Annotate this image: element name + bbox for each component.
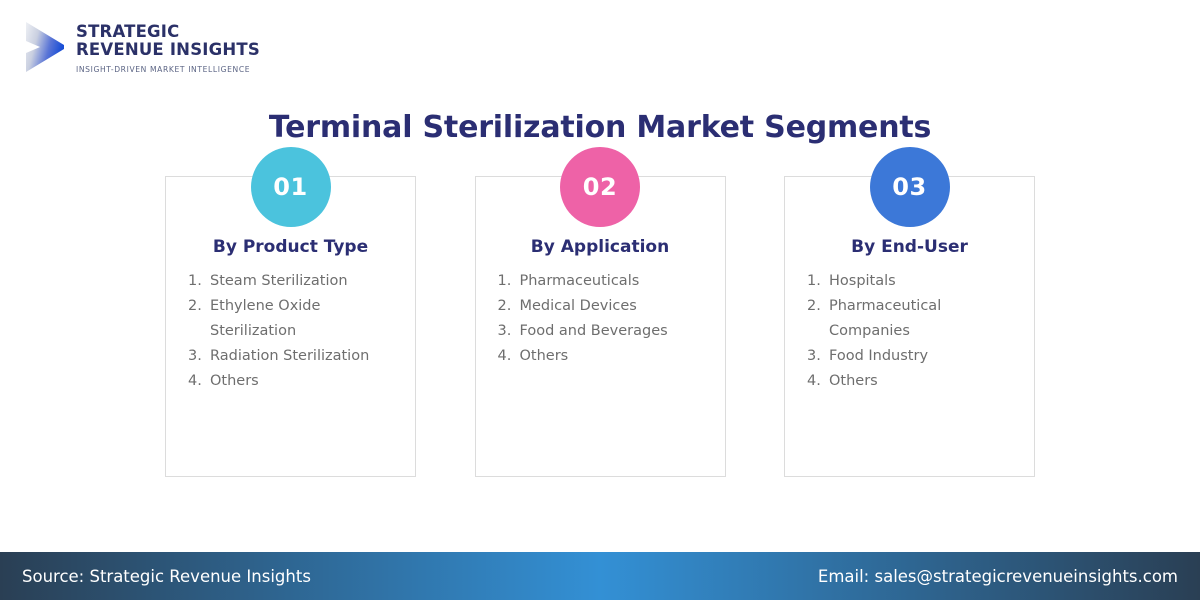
segment-list-3: 1. Hospitals 2. Pharmaceutical Companies 3… [807, 269, 1020, 394]
list-item-label: Pharmaceutical Companies [829, 298, 942, 339]
list-item: 2. Ethylene Oxide Sterilization [188, 294, 401, 344]
list-item-label: Others [829, 373, 878, 389]
list-item: 2. Medical Devices [498, 294, 711, 319]
list-item: 3. Radiation Sterilization [188, 344, 401, 369]
list-item-label: Others [210, 373, 259, 389]
list-item-label: Radiation Sterilization [210, 348, 370, 364]
list-item-label: Ethylene Oxide Sterilization [210, 298, 321, 339]
list-item: 1. Pharmaceuticals [498, 269, 711, 294]
list-item-number: 2. [188, 298, 202, 314]
list-item: 1. Steam Sterilization [188, 269, 401, 294]
list-item: 4. Others [498, 344, 711, 369]
segment-heading-1: By Product Type [212, 237, 369, 257]
segment-list-2: 1. Pharmaceuticals 2. Medical Devices 3. Fo… [498, 269, 711, 369]
list-item-number: 3. [497, 323, 512, 339]
list-item-number: 4. [807, 373, 821, 389]
list-item-label: Medical Devices [519, 298, 637, 314]
brand-name-line2: REVENUE INSIGHTS [76, 39, 260, 59]
segment-list-1: 1. Steam Sterilization 2. Ethylene Oxide S… [188, 269, 401, 394]
segment-card-3: 03 By End-User 1. Hospitals 2. Pharmaceuti… [784, 147, 1035, 477]
segment-card-2: 02 By Application 1. Pharmaceuticals 2. Me… [474, 147, 726, 477]
brand-name-line1: STRATEGIC [76, 22, 180, 41]
segment-badge-2: 02 [560, 147, 640, 227]
list-item-number: 3. [188, 348, 202, 364]
list-item: 3. Food Industry [807, 344, 1020, 369]
segment-heading-2: By Application [530, 237, 670, 257]
list-item-number: 2. [497, 298, 512, 314]
segment-card-1: 01 By Product Type 1. Steam Sterilization… [165, 147, 416, 477]
list-item-number: 4. [188, 373, 202, 389]
brand-logo: STRATEGIC REVENUE INSIGHTS INSIGHT-DRIVE… [22, 18, 260, 76]
brand-tagline: INSIGHT-DRIVEN MARKET INTELLIGENCE [76, 65, 251, 74]
segment-badge-3: 03 [869, 147, 950, 227]
page-title: Terminal Sterilization Market Segments [268, 110, 932, 146]
list-item-label: Food Industry [829, 348, 929, 364]
chevron-arrow-icon [26, 22, 64, 72]
list-item-label: Others [519, 348, 569, 364]
list-item: 1. Hospitals [807, 269, 1020, 294]
list-item: 3. Food and Beverages [498, 319, 711, 344]
footer-bar: Source: Strategic Revenue Insights Email… [0, 552, 1200, 600]
list-item-number: 1. [807, 273, 821, 289]
segment-badge-1: 01 [250, 147, 331, 227]
brand-logo-text: STRATEGIC REVENUE INSIGHTS INSIGHT-DRIVE… [76, 18, 260, 74]
list-item-number: 4. [497, 348, 512, 364]
list-item: 4. Others [807, 369, 1020, 394]
segment-card-group: 01 By Product Type 1. Steam Sterilization… [165, 147, 1035, 477]
list-item-number: 1. [497, 273, 512, 289]
footer-email-text[interactable]: Email: sales@strategicrevenueinsights.co… [817, 566, 1178, 586]
list-item-number: 2. [807, 298, 821, 314]
list-item-label: Hospitals [829, 273, 896, 289]
list-item: 4. Others [188, 369, 401, 394]
segment-heading-3: By End-User [851, 237, 968, 257]
list-item-number: 1. [188, 273, 202, 289]
list-item-label: Food and Beverages [519, 323, 668, 339]
list-item-label: Steam Sterilization [210, 273, 348, 289]
list-item-number: 3. [807, 348, 821, 364]
list-item: 2. Pharmaceutical Companies [807, 294, 1020, 344]
list-item-label: Pharmaceuticals [519, 273, 640, 289]
footer-source-text: Source: Strategic Revenue Insights [22, 566, 311, 586]
